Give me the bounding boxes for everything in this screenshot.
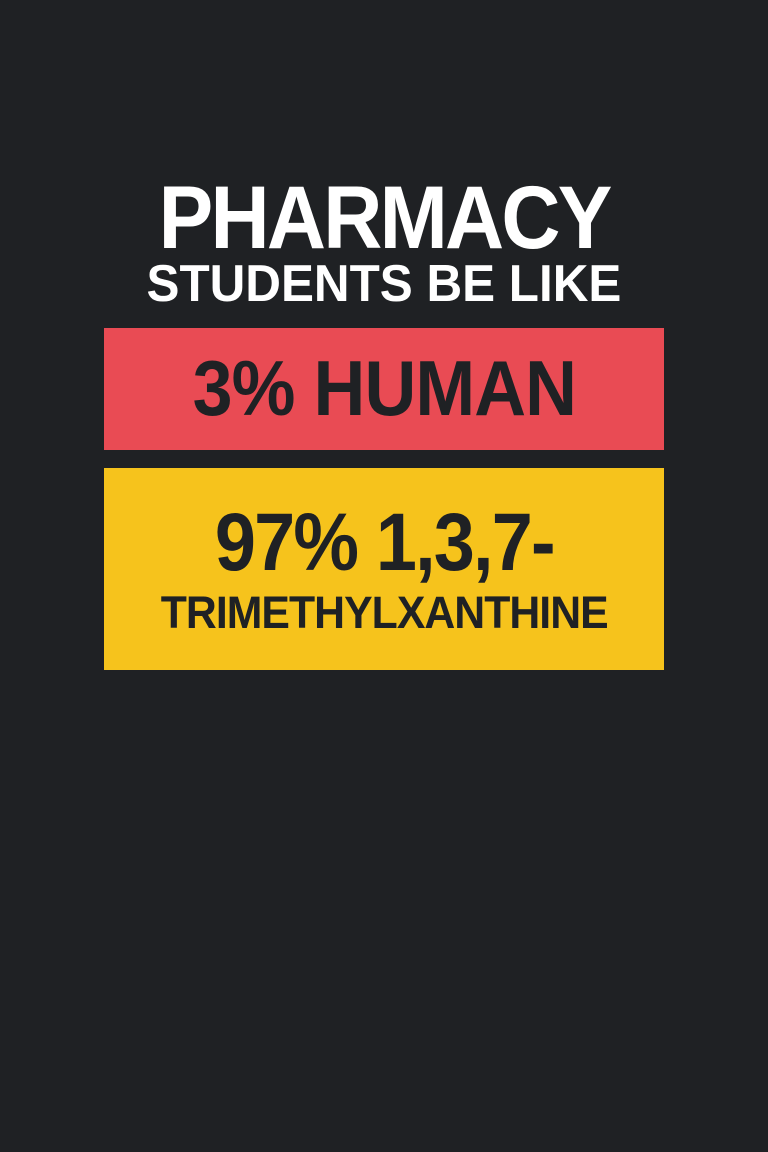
yellow-box: 97% 1,3,7- TRIMETHYLXANTHINE [104,468,664,670]
headline-line2: STUDENTS BE LIKE [147,258,622,310]
yellow-box-line2: TRIMETHYLXANTHINE [161,590,608,635]
poster-content: PHARMACY STUDENTS BE LIKE 3% HUMAN 97% 1… [104,175,664,670]
yellow-box-line1: 97% 1,3,7- [215,502,554,584]
red-box-text: 3% HUMAN [192,343,575,434]
red-box: 3% HUMAN [104,328,664,450]
headline-line1: PHARMACY [158,175,609,260]
